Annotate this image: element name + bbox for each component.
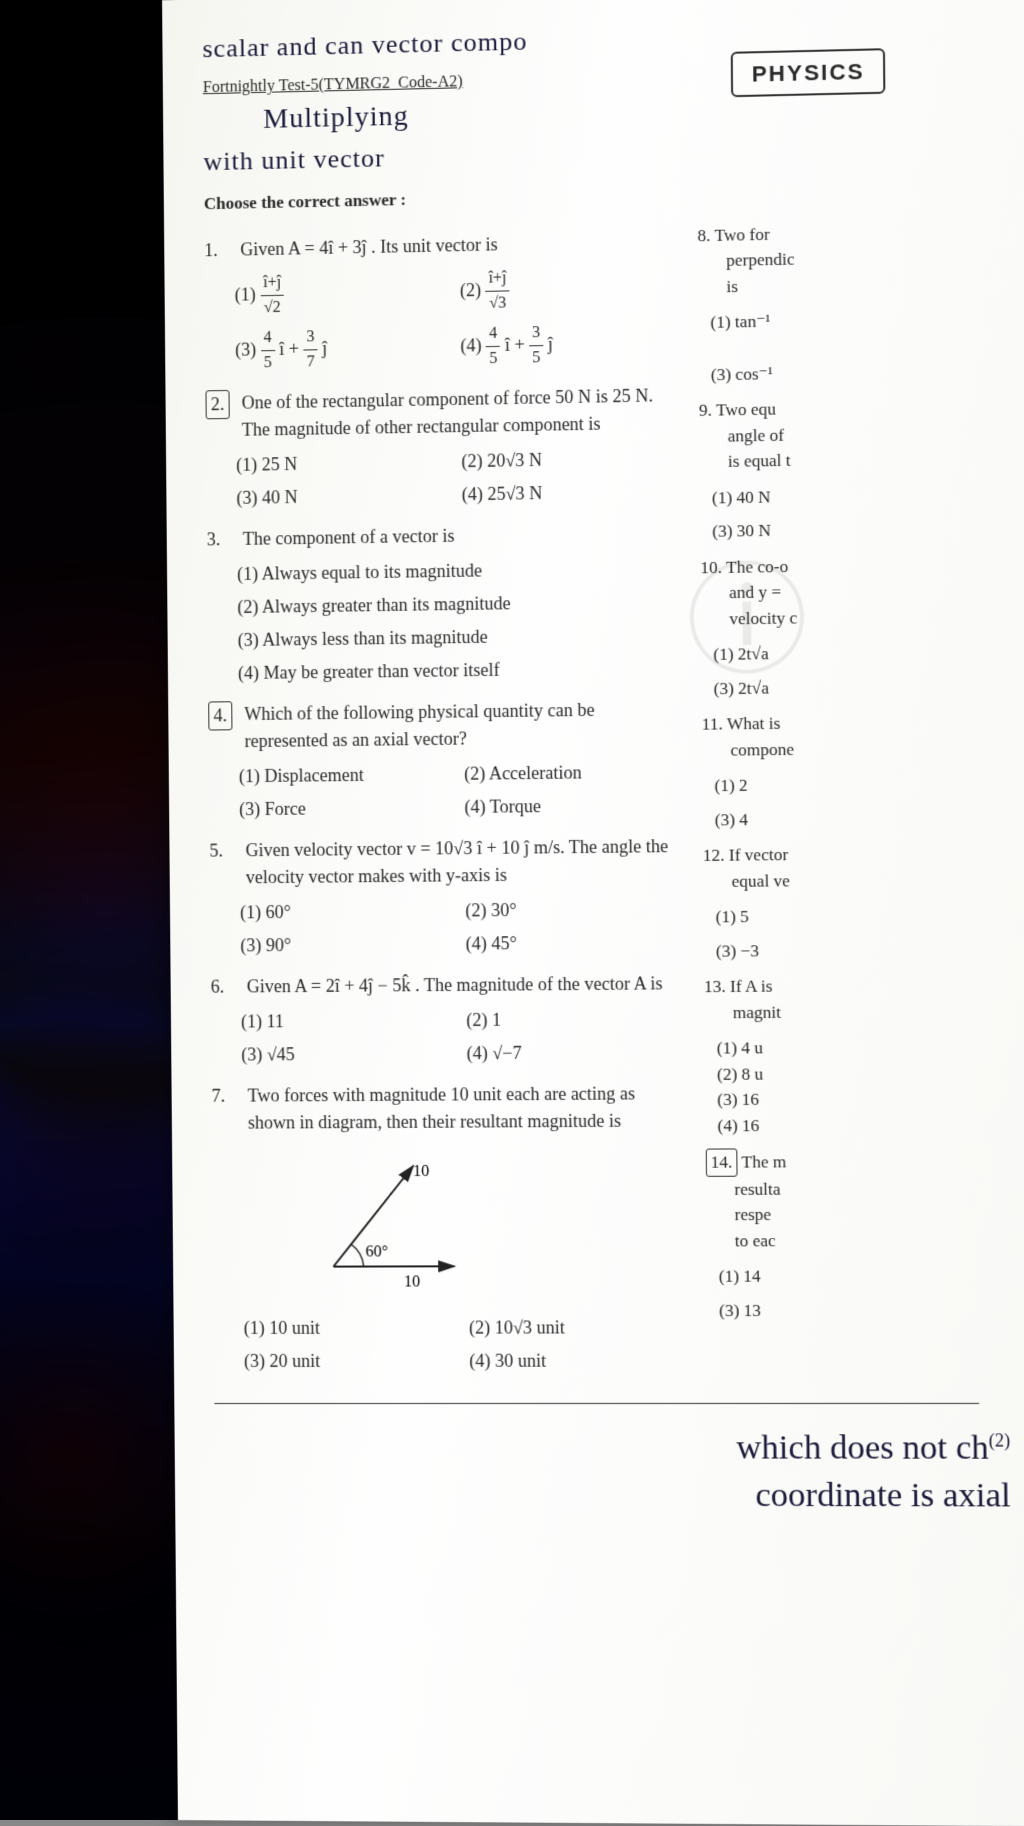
subject-badge: PHYSICS	[731, 48, 885, 97]
question-1: 1. Given A = 4î + 3ĵ . Its unit vector i…	[204, 227, 666, 263]
question-13: 13. If A is magnit	[704, 972, 1017, 1026]
q3-opt4: (4) May be greater than vector itself	[238, 654, 670, 687]
q1-opt3: (3) 45 î + 37 ĵ	[235, 322, 440, 375]
question-7: 7. Two forces with magnitude 10 unit eac…	[212, 1080, 674, 1137]
q6-number: 6.	[211, 973, 237, 1000]
q1-opt2: (2) î+ĵ√3	[460, 263, 667, 316]
question-5: 5. Given velocity vector v = 10√3 î + 10…	[209, 832, 671, 891]
handwritten-bottom: which does not ch(2) coordinate is axial	[214, 1424, 1021, 1521]
q6-opt1: (1) 11	[241, 1007, 446, 1035]
q7-text: Two forces with magnitude 10 unit each a…	[248, 1080, 674, 1137]
q3-opt3: (3) Always less than its magnitude	[238, 621, 670, 654]
q4-text: Which of the following physical quantity…	[244, 695, 670, 754]
q7-number: 7.	[212, 1082, 239, 1136]
background-fabric	[0, 0, 180, 1820]
q6-text: Given A = 2î + 4ĵ − 5k̂ . The magnitude …	[247, 970, 673, 1000]
svg-text:10: 10	[404, 1273, 420, 1290]
q2-number: 2.	[205, 389, 229, 418]
q2-opt4: (4) 25√3 N	[461, 477, 668, 507]
q8-opt3: (3) cos⁻¹	[711, 356, 1011, 387]
q1-o2-pre: (2)	[460, 279, 486, 300]
q14-opt1: (1) 14	[719, 1263, 1019, 1290]
divider-line	[214, 1402, 979, 1403]
q4-opt1: (1) Displacement	[239, 760, 444, 789]
question-14: 14. The m resulta respe to eac	[706, 1147, 1019, 1253]
q2-opt2: (2) 20√3 N	[461, 444, 668, 475]
q3-text: The component of a vector is	[243, 519, 669, 553]
q2-opt1: (1) 25 N	[236, 448, 441, 478]
q3-opt1: (1) Always equal to its magnitude	[237, 554, 669, 587]
q14-opt3: (3) 13	[719, 1297, 1019, 1323]
q7-opt1: (1) 10 unit	[244, 1314, 449, 1341]
question-9: 9. Two equ angle of is equal t	[699, 392, 1012, 475]
q12-opt3: (3) −3	[716, 936, 1016, 964]
q13-opt3: (3) 16	[717, 1085, 1017, 1112]
question-6: 6. Given A = 2î + 4ĵ − 5k̂ . The magnitu…	[211, 970, 673, 1001]
watermark-icon: ⓘ	[685, 530, 809, 713]
q1-opt4: (4) 45 î + 35 ĵ	[460, 318, 667, 371]
left-column: 1. Given A = 4î + 3ĵ . Its unit vector i…	[204, 213, 676, 1382]
svg-text:60°: 60°	[365, 1243, 388, 1260]
q1-opt1: (1) î+ĵ√2	[234, 267, 439, 320]
q3-opt2: (2) Always greater than its magnitude	[237, 587, 669, 620]
q1-text: Given A = 4î + 3ĵ . Its unit vector is	[240, 227, 666, 263]
q8-opt1: (1) tan⁻¹	[710, 304, 1010, 335]
q5-opt3: (3) 90°	[240, 930, 445, 959]
q1-number: 1.	[204, 236, 230, 264]
question-12: 12. If vector equal ve	[703, 840, 1016, 895]
q7-opt2: (2) 10√3 unit	[469, 1314, 676, 1341]
q2-text: One of the rectangular component of forc…	[242, 382, 668, 444]
exam-page: scalar and can vector compo Fortnightly …	[162, 0, 1024, 1826]
q2-opt3: (3) 40 N	[236, 481, 441, 511]
q12-opt1: (1) 5	[716, 902, 1016, 930]
q3-number: 3.	[207, 526, 233, 553]
question-2: 2. One of the rectangular component of f…	[205, 382, 667, 444]
q7-opt3: (3) 20 unit	[244, 1347, 449, 1374]
q5-opt1: (1) 60°	[240, 897, 445, 926]
q13-opt2: (2) 8 u	[717, 1059, 1017, 1087]
q11-opt1: (1) 2	[714, 770, 1014, 799]
q4-opt3: (3) Force	[239, 794, 444, 823]
q6-opt2: (2) 1	[466, 1005, 673, 1034]
question-8: 8. Two for perpendic is	[697, 216, 1010, 300]
q6-opt4: (4) √−7	[466, 1038, 673, 1066]
force-diagram: 60° 10 10	[292, 1144, 675, 1304]
question-4: 4. Which of the following physical quant…	[208, 695, 670, 755]
q5-opt2: (2) 30°	[465, 895, 672, 924]
q7-opt4: (4) 30 unit	[469, 1347, 676, 1374]
q13-opt1: (1) 4 u	[717, 1034, 1017, 1062]
q6-opt3: (3) √45	[241, 1040, 446, 1068]
q11-opt3: (3) 4	[715, 804, 1015, 833]
q5-number: 5.	[209, 837, 236, 891]
q13-opt4: (4) 16	[717, 1111, 1017, 1138]
q9-opt1: (1) 40 N	[712, 480, 1012, 511]
q1-o1-pre: (1)	[235, 283, 261, 304]
q4-opt4: (4) Torque	[464, 791, 671, 820]
q4-opt2: (2) Acceleration	[464, 758, 671, 787]
q4-number: 4.	[208, 701, 232, 730]
question-11: 11. What is compone	[702, 708, 1015, 763]
q5-text: Given velocity vector v = 10√3 î + 10 ĵ …	[245, 832, 671, 890]
svg-text:10: 10	[413, 1162, 429, 1179]
q5-opt4: (4) 45°	[465, 928, 672, 957]
question-3: 3. The component of a vector is	[207, 519, 669, 553]
right-column: 8. Two for perpendic is (1) tan⁻¹ (3) co…	[686, 206, 1020, 1382]
